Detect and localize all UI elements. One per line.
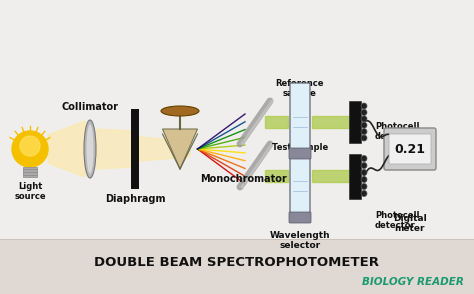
Text: DOUBLE BEAM SPECTROPHOTOMETER: DOUBLE BEAM SPECTROPHOTOMETER [94, 255, 380, 268]
FancyBboxPatch shape [349, 101, 361, 143]
FancyBboxPatch shape [384, 128, 436, 170]
Polygon shape [265, 170, 288, 182]
FancyBboxPatch shape [289, 212, 311, 223]
Circle shape [361, 170, 367, 176]
Polygon shape [265, 116, 288, 128]
Ellipse shape [84, 120, 96, 178]
FancyBboxPatch shape [290, 83, 310, 151]
FancyBboxPatch shape [131, 109, 139, 189]
Circle shape [361, 103, 367, 109]
Polygon shape [97, 129, 133, 169]
Text: Monochromator: Monochromator [200, 174, 287, 184]
Circle shape [361, 109, 367, 116]
Polygon shape [48, 121, 85, 177]
Circle shape [361, 176, 367, 183]
Polygon shape [312, 116, 350, 128]
Polygon shape [163, 129, 198, 169]
Circle shape [361, 116, 367, 122]
FancyBboxPatch shape [0, 239, 474, 294]
Text: 0.21: 0.21 [394, 143, 426, 156]
FancyBboxPatch shape [23, 167, 37, 177]
Ellipse shape [161, 106, 199, 116]
Text: Collimator: Collimator [62, 102, 118, 112]
Circle shape [361, 183, 367, 190]
Circle shape [361, 122, 367, 128]
Circle shape [361, 128, 367, 135]
Ellipse shape [86, 124, 93, 174]
Text: Digital
meter: Digital meter [393, 214, 427, 233]
FancyBboxPatch shape [289, 148, 311, 159]
Text: Wavelength
selector: Wavelength selector [270, 231, 330, 250]
Text: Diaphragm: Diaphragm [105, 194, 165, 204]
Polygon shape [139, 137, 190, 161]
Circle shape [361, 135, 367, 141]
FancyBboxPatch shape [389, 134, 431, 164]
FancyBboxPatch shape [349, 153, 361, 198]
Text: Reference
sample: Reference sample [276, 79, 324, 98]
Circle shape [20, 136, 40, 156]
Circle shape [361, 156, 367, 161]
Circle shape [361, 163, 367, 168]
Circle shape [361, 191, 367, 196]
Text: BIOLOGY READER: BIOLOGY READER [362, 277, 464, 287]
Text: Test sample: Test sample [272, 143, 328, 152]
Text: Photocell
detector: Photocell detector [375, 211, 419, 230]
Text: Light
source: Light source [14, 182, 46, 201]
Circle shape [12, 131, 48, 167]
Text: Photocell
detector: Photocell detector [375, 122, 419, 141]
FancyBboxPatch shape [290, 147, 310, 215]
Polygon shape [312, 170, 350, 182]
